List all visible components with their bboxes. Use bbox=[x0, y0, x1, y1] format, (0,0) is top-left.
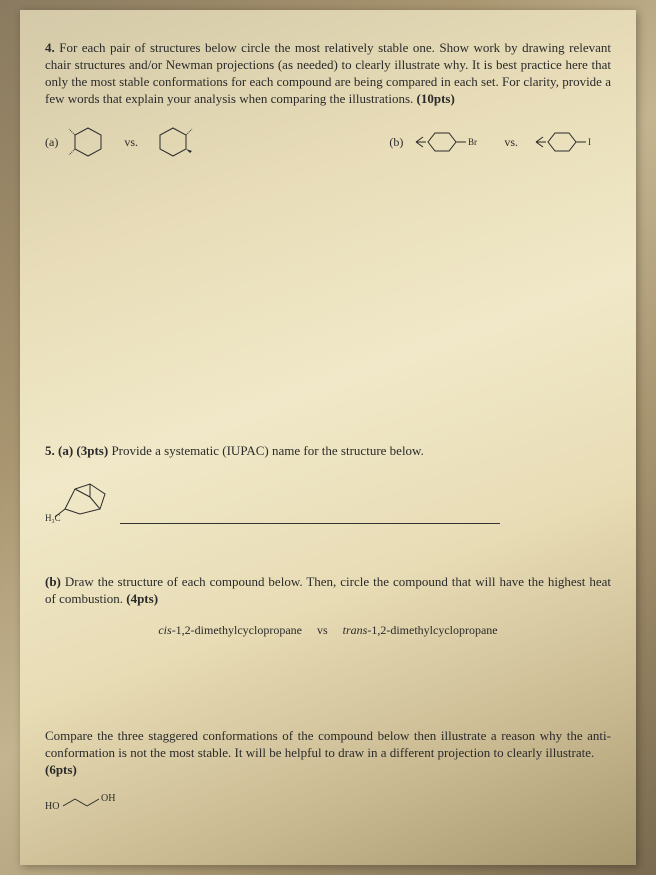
q5a-number: 5. (a) (3pts) bbox=[45, 443, 108, 458]
answer-blank-line bbox=[120, 523, 500, 524]
q5b-text: (b) Draw the structure of each compound … bbox=[45, 574, 611, 608]
i-label: I bbox=[588, 137, 591, 147]
question-5a: 5. (a) (3pts) Provide a systematic (IUPA… bbox=[45, 443, 611, 525]
exam-paper: 4. For each pair of structures below cir… bbox=[20, 10, 636, 865]
structure-b1-icon: Br bbox=[411, 125, 491, 160]
question-5b: (b) Draw the structure of each compound … bbox=[45, 574, 611, 638]
bicyclic-structure-icon: H₃C bbox=[45, 469, 120, 524]
q5a-body: Provide a systematic (IUPAC) name for th… bbox=[111, 443, 423, 458]
q4-part-a-label: (a) bbox=[45, 135, 58, 150]
br-label: Br bbox=[468, 137, 477, 147]
q4b-vs: vs. bbox=[504, 135, 518, 150]
q5b-points: (4pts) bbox=[126, 591, 158, 606]
ho-left-label: HO bbox=[45, 801, 59, 812]
q4-number: 4. bbox=[45, 40, 55, 55]
q5b-vs: vs bbox=[317, 623, 328, 637]
question-6: Compare the three staggered conformation… bbox=[45, 728, 611, 820]
cis-prefix: cis bbox=[158, 623, 171, 637]
compound2-name: -1,2-dimethylcyclopropane bbox=[367, 623, 497, 637]
workspace-spacer bbox=[45, 183, 611, 443]
diol-structure-icon: HO OH bbox=[45, 791, 135, 816]
q4-body: For each pair of structures below circle… bbox=[45, 40, 611, 106]
q5b-number: (b) bbox=[45, 574, 61, 589]
q5a-text: 5. (a) (3pts) Provide a systematic (IUPA… bbox=[45, 443, 611, 460]
compound1-name: -1,2-dimethylcyclopropane bbox=[172, 623, 302, 637]
q4-points: (10pts) bbox=[417, 91, 455, 106]
structure-a2-icon bbox=[151, 123, 196, 163]
structure-a1-icon bbox=[66, 123, 111, 163]
q4-structures: (a) vs. (b) bbox=[45, 123, 611, 163]
trans-prefix: trans bbox=[343, 623, 368, 637]
compound-comparison: cis-1,2-dimethylcyclopropane vs trans-1,… bbox=[45, 623, 611, 638]
structure-b2-icon: I bbox=[531, 125, 611, 160]
q6-points: (6pts) bbox=[45, 762, 77, 777]
q4-part-b-label: (b) bbox=[389, 135, 403, 150]
q6-text: Compare the three staggered conformation… bbox=[45, 728, 611, 779]
q4a-vs: vs. bbox=[124, 135, 138, 150]
q4-text: 4. For each pair of structures below cir… bbox=[45, 40, 611, 108]
q6-structure: HO OH bbox=[45, 791, 611, 820]
h3c-label: H₃C bbox=[45, 513, 61, 523]
question-4: 4. For each pair of structures below cir… bbox=[45, 40, 611, 163]
oh-right-label: OH bbox=[101, 793, 115, 804]
q5a-structure-row: H₃C bbox=[45, 469, 611, 524]
q6-body: Compare the three staggered conformation… bbox=[45, 728, 611, 760]
